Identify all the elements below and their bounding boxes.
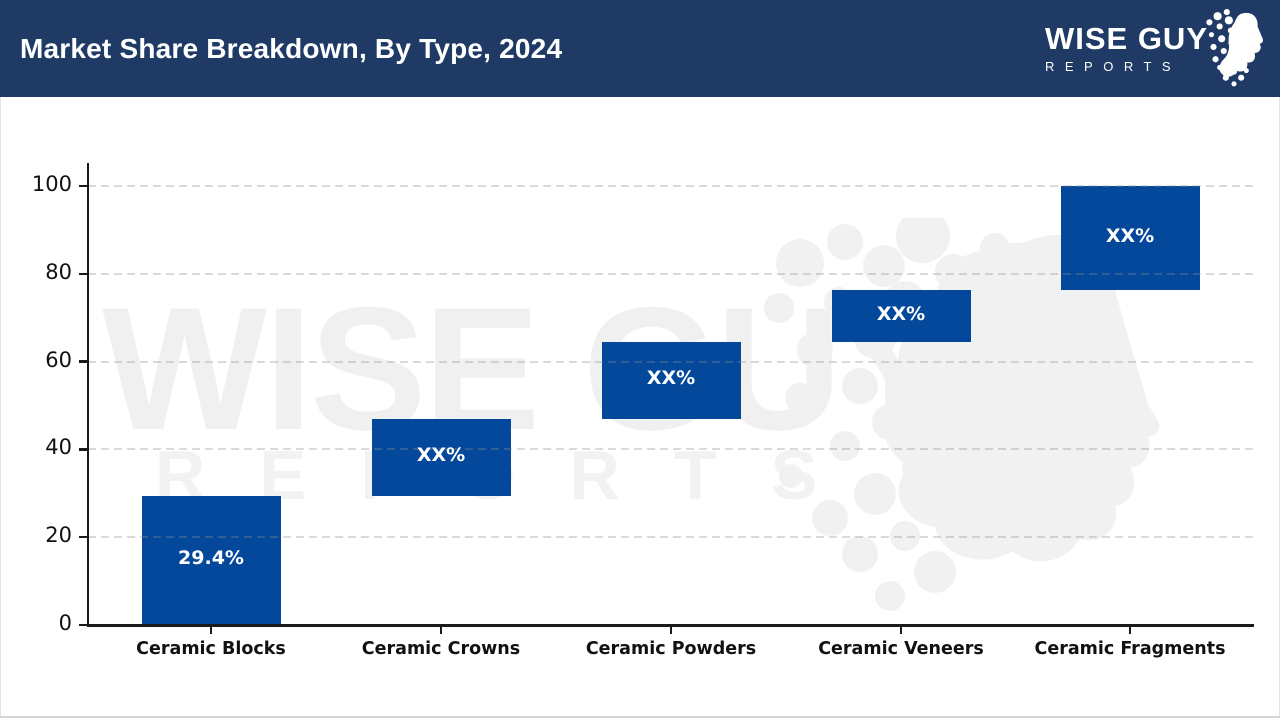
y-tick-100: [79, 184, 88, 188]
bar-ceramic-powders: [601, 341, 741, 419]
brand-subtitle: REPORTS: [1044, 59, 1182, 74]
page-title: Market Share Breakdown, By Type, 2024: [20, 32, 563, 64]
brand-logo: WISE GUY REPORTS: [1045, 8, 1266, 90]
x-tick-3: [669, 626, 673, 634]
bar-ceramic-veneers: [831, 290, 971, 342]
gridline-60: [88, 360, 1253, 363]
x-tick-5: [1128, 626, 1132, 634]
y-tick-label-60: 60: [45, 347, 72, 372]
dotted-head-profile-icon: [1206, 8, 1263, 86]
bar-value-label: 29.4%: [178, 547, 244, 570]
x-category-label: Ceramic Crowns: [361, 639, 521, 659]
gridline-20: [88, 536, 1253, 539]
y-tick-label-40: 40: [45, 435, 72, 460]
y-tick-label-0: 0: [58, 611, 72, 635]
bar-ceramic-fragments: [1060, 186, 1200, 291]
y-tick-20: [79, 535, 88, 539]
x-category-label: Ceramic Veneers: [818, 639, 984, 659]
y-axis-spine: [86, 163, 90, 627]
brand-name: WISE GUY: [1044, 21, 1208, 56]
bottom-divider: [0, 716, 1280, 718]
y-tick-60: [79, 360, 88, 363]
bar-value-label: XX%: [416, 444, 466, 467]
bar-ceramic-crowns: [371, 418, 511, 496]
y-tick-label-80: 80: [45, 259, 72, 284]
x-category-label: Ceramic Fragments: [1034, 639, 1226, 659]
x-axis-spine: [86, 624, 1254, 627]
bar-ceramic-blocks: [141, 495, 281, 625]
x-tick-1: [209, 626, 213, 634]
watermark-brand-name: WISE GUY: [102, 272, 956, 467]
x-tick-2: [439, 626, 443, 634]
bar-value-label: XX%: [1105, 225, 1155, 248]
gridline-100: [88, 185, 1253, 187]
bar-value-label: XX%: [876, 302, 926, 325]
gridline-80: [88, 272, 1253, 275]
y-tick-label-100: 100: [31, 172, 72, 196]
y-tick-40: [79, 448, 88, 451]
x-category-label: Ceramic Blocks: [136, 639, 286, 659]
y-tick-80: [79, 272, 88, 276]
y-tick-0: [79, 623, 88, 627]
x-category-label: Ceramic Powders: [585, 639, 757, 659]
brand-logo-text: WISE GUY REPORTS: [1045, 23, 1208, 74]
bar-value-label: XX%: [646, 367, 696, 390]
gridline-40: [88, 448, 1253, 451]
header-bar: Market Share Breakdown, By Type, 2024 WI…: [0, 0, 1280, 97]
x-tick-4: [899, 626, 903, 634]
y-tick-label-20: 20: [45, 523, 72, 548]
